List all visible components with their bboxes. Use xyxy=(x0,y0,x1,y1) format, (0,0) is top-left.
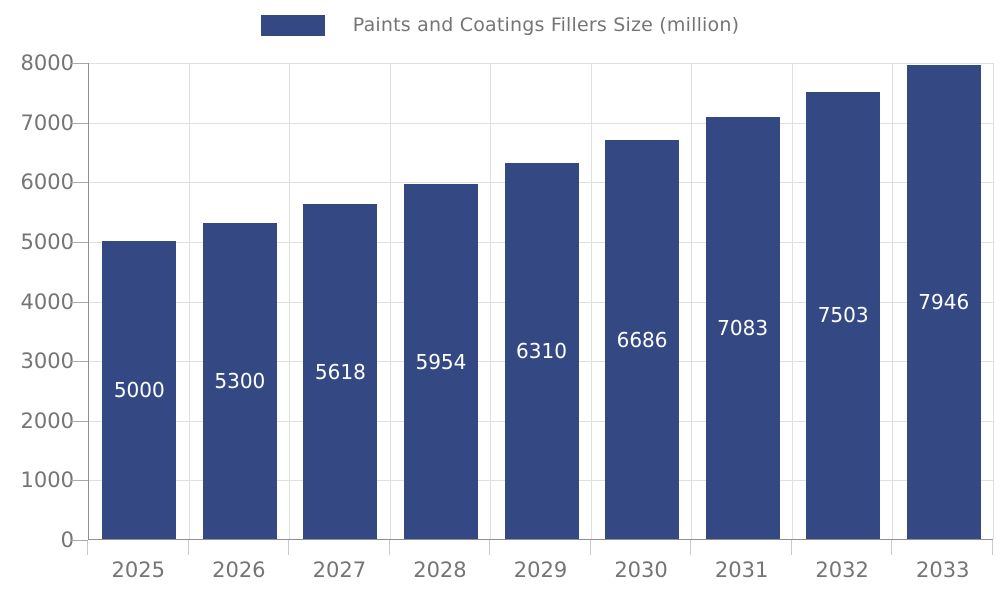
y-tick-label: 7000 xyxy=(20,110,74,135)
plot-area: 5000 5300 5618 5954 6310 6686 7083 7503 7946 xyxy=(88,63,994,540)
bar-value-label: 7083 xyxy=(717,315,769,340)
bar-value-label: 5954 xyxy=(415,349,467,374)
bar-value-label: 6686 xyxy=(616,327,668,352)
gridline-horizontal xyxy=(89,63,993,64)
x-tick-label: 2033 xyxy=(915,558,970,582)
y-tick-mark xyxy=(70,301,88,303)
bar-2025: 5000 xyxy=(102,240,177,539)
x-tick-mark xyxy=(690,540,692,555)
x-tick-mark xyxy=(87,540,88,555)
y-tick-mark xyxy=(70,122,88,124)
y-tick-mark xyxy=(70,182,88,184)
gridline-vertical xyxy=(993,63,994,539)
chart-legend: Paints and Coatings Fillers Size (millio… xyxy=(0,14,1000,36)
x-tick-label: 2027 xyxy=(312,558,367,582)
bar-value-label: 5000 xyxy=(113,377,165,402)
gridline-vertical xyxy=(389,63,391,539)
bar-2027: 5618 xyxy=(303,204,378,539)
bar-value-label: 7503 xyxy=(817,303,869,328)
bar-value-label: 5300 xyxy=(214,369,266,393)
legend-label: Paints and Coatings Fillers Size (millio… xyxy=(352,14,740,36)
x-tick-label: 2028 xyxy=(413,558,467,582)
x-tick-mark xyxy=(388,540,390,555)
bar-2030: 6686 xyxy=(605,140,680,539)
legend-swatch xyxy=(260,14,325,36)
bar-2032: 7503 xyxy=(806,91,881,539)
gridline-vertical xyxy=(590,63,592,539)
x-tick-mark xyxy=(891,540,893,555)
x-tick-label: 2032 xyxy=(815,558,869,582)
gridline-horizontal xyxy=(89,122,993,124)
x-tick-mark xyxy=(589,540,591,555)
bar-2031: 7083 xyxy=(705,116,780,539)
y-tick-mark xyxy=(70,480,88,482)
x-tick-mark xyxy=(489,540,491,555)
gridline-vertical xyxy=(791,63,793,539)
gridline-vertical xyxy=(188,63,190,539)
bar-2029: 6310 xyxy=(504,162,579,539)
x-tick-mark xyxy=(187,540,189,555)
x-tick-label: 2031 xyxy=(714,558,769,582)
y-tick-label: 5000 xyxy=(20,229,74,254)
x-tick-mark xyxy=(790,540,792,555)
y-tick-mark xyxy=(70,420,88,422)
bar-2033: 7946 xyxy=(906,65,981,539)
bar-value-label: 5618 xyxy=(314,359,366,384)
x-tick-mark xyxy=(992,540,993,555)
gridline-vertical xyxy=(691,63,693,539)
y-tick-label: 4000 xyxy=(20,289,74,314)
x-tick-mark xyxy=(288,540,290,555)
bar-value-label: 7946 xyxy=(918,290,970,315)
y-tick-mark xyxy=(70,241,88,243)
y-tick-label: 8000 xyxy=(20,51,74,75)
x-tick-label: 2026 xyxy=(212,558,266,582)
y-tick-mark xyxy=(70,63,88,64)
y-tick-label: 0 xyxy=(60,528,74,552)
bar-value-label: 6310 xyxy=(516,338,567,363)
bar-2028: 5954 xyxy=(403,184,478,539)
y-tick-label: 1000 xyxy=(20,468,74,493)
bar-2026: 5300 xyxy=(202,223,277,539)
gridline-vertical xyxy=(289,63,291,539)
y-tick-label: 6000 xyxy=(20,170,74,195)
x-tick-label: 2030 xyxy=(614,558,668,582)
gridline-vertical xyxy=(892,63,894,539)
x-tick-label: 2029 xyxy=(513,558,568,582)
y-tick-mark xyxy=(70,361,88,363)
y-tick-label: 2000 xyxy=(20,408,74,433)
x-tick-label: 2025 xyxy=(111,558,165,582)
gridline-vertical xyxy=(490,63,492,539)
y-tick-mark xyxy=(70,540,88,541)
y-tick-label: 3000 xyxy=(20,349,74,374)
